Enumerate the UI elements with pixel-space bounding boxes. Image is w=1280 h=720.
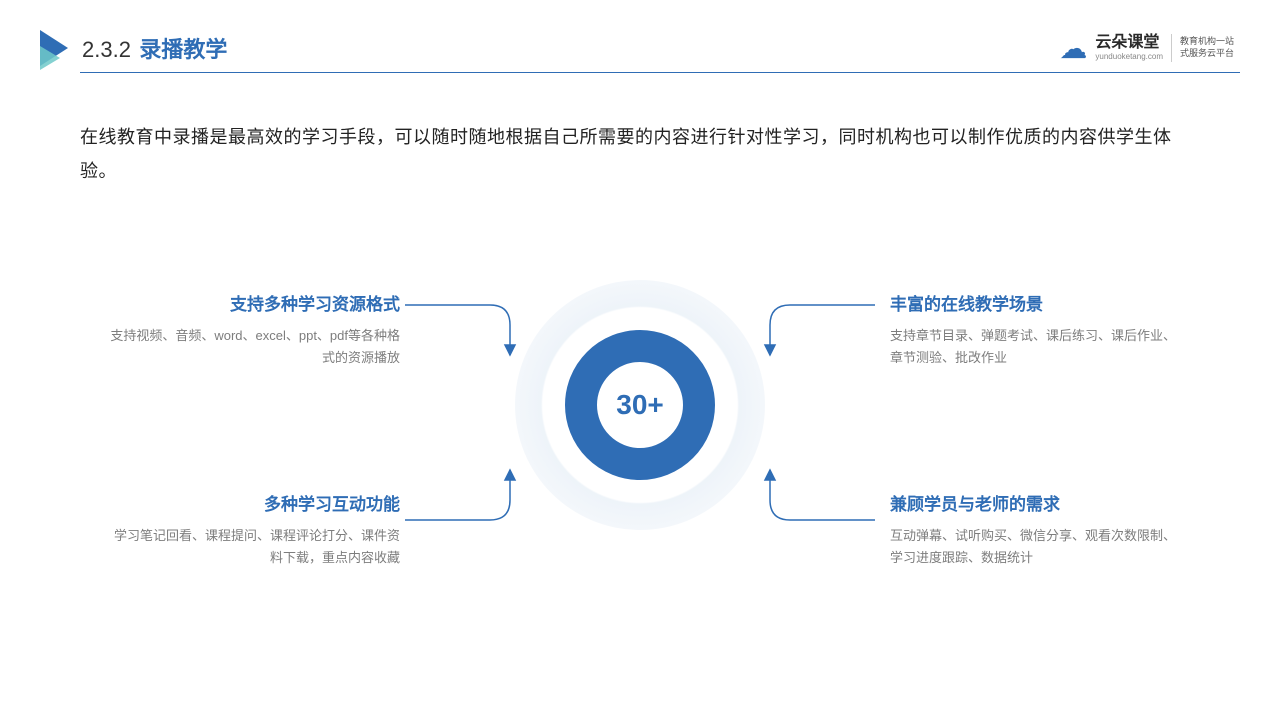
feature-desc: 支持章节目录、弹题考试、课后练习、课后作业、章节测验、批改作业 bbox=[890, 325, 1180, 369]
section-number: 2.3.2 bbox=[82, 37, 131, 62]
intro-paragraph: 在线教育中录播是最高效的学习手段，可以随时随地根据自己所需要的内容进行针对性学习… bbox=[80, 120, 1200, 188]
connector-top-right bbox=[710, 300, 880, 380]
connector-bottom-right bbox=[710, 445, 880, 525]
logo-text: 云朵课堂 yunduoketang.com bbox=[1095, 35, 1163, 61]
logo-main: 云朵课堂 bbox=[1095, 35, 1163, 51]
connector-bottom-left bbox=[400, 445, 570, 525]
logo-divider bbox=[1171, 34, 1172, 62]
slide-header: 2.3.2 录播教学 ☁ 云朵课堂 yunduoketang.com 教育机构一… bbox=[40, 30, 1240, 66]
feature-desc: 学习笔记回看、课程提问、课程评论打分、课件资料下载，重点内容收藏 bbox=[110, 525, 400, 569]
title-underline bbox=[80, 72, 1240, 73]
logo-tagline: 教育机构一站式服务云平台 bbox=[1180, 36, 1240, 59]
connector-top-left bbox=[400, 300, 570, 380]
feature-title: 兼顾学员与老师的需求 bbox=[890, 490, 1180, 515]
center-value: 30+ bbox=[616, 389, 664, 421]
cloud-icon: ☁ bbox=[1059, 32, 1087, 65]
section-title: 录播教学 bbox=[139, 37, 227, 62]
logo-sub: yunduoketang.com bbox=[1095, 53, 1163, 61]
play-icon bbox=[40, 30, 68, 66]
feature-bottom-right: 兼顾学员与老师的需求 互动弹幕、试听购买、微信分享、观看次数限制、学习进度跟踪、… bbox=[890, 490, 1180, 569]
feature-desc: 互动弹幕、试听购买、微信分享、观看次数限制、学习进度跟踪、数据统计 bbox=[890, 525, 1180, 569]
section-heading: 2.3.2 录播教学 bbox=[82, 32, 227, 64]
title-wrap: 2.3.2 录播教学 bbox=[40, 30, 227, 66]
feature-top-right: 丰富的在线教学场景 支持章节目录、弹题考试、课后练习、课后作业、章节测验、批改作… bbox=[890, 290, 1180, 369]
center-ring: 30+ bbox=[565, 330, 715, 480]
feature-title: 支持多种学习资源格式 bbox=[110, 290, 400, 315]
feature-title: 丰富的在线教学场景 bbox=[890, 290, 1180, 315]
brand-logo: ☁ 云朵课堂 yunduoketang.com 教育机构一站式服务云平台 bbox=[1059, 32, 1240, 65]
feature-bottom-left: 多种学习互动功能 学习笔记回看、课程提问、课程评论打分、课件资料下载，重点内容收… bbox=[110, 490, 400, 569]
feature-title: 多种学习互动功能 bbox=[110, 490, 400, 515]
feature-top-left: 支持多种学习资源格式 支持视频、音频、word、excel、ppt、pdf等各种… bbox=[110, 290, 400, 369]
feature-desc: 支持视频、音频、word、excel、ppt、pdf等各种格式的资源播放 bbox=[110, 325, 400, 369]
